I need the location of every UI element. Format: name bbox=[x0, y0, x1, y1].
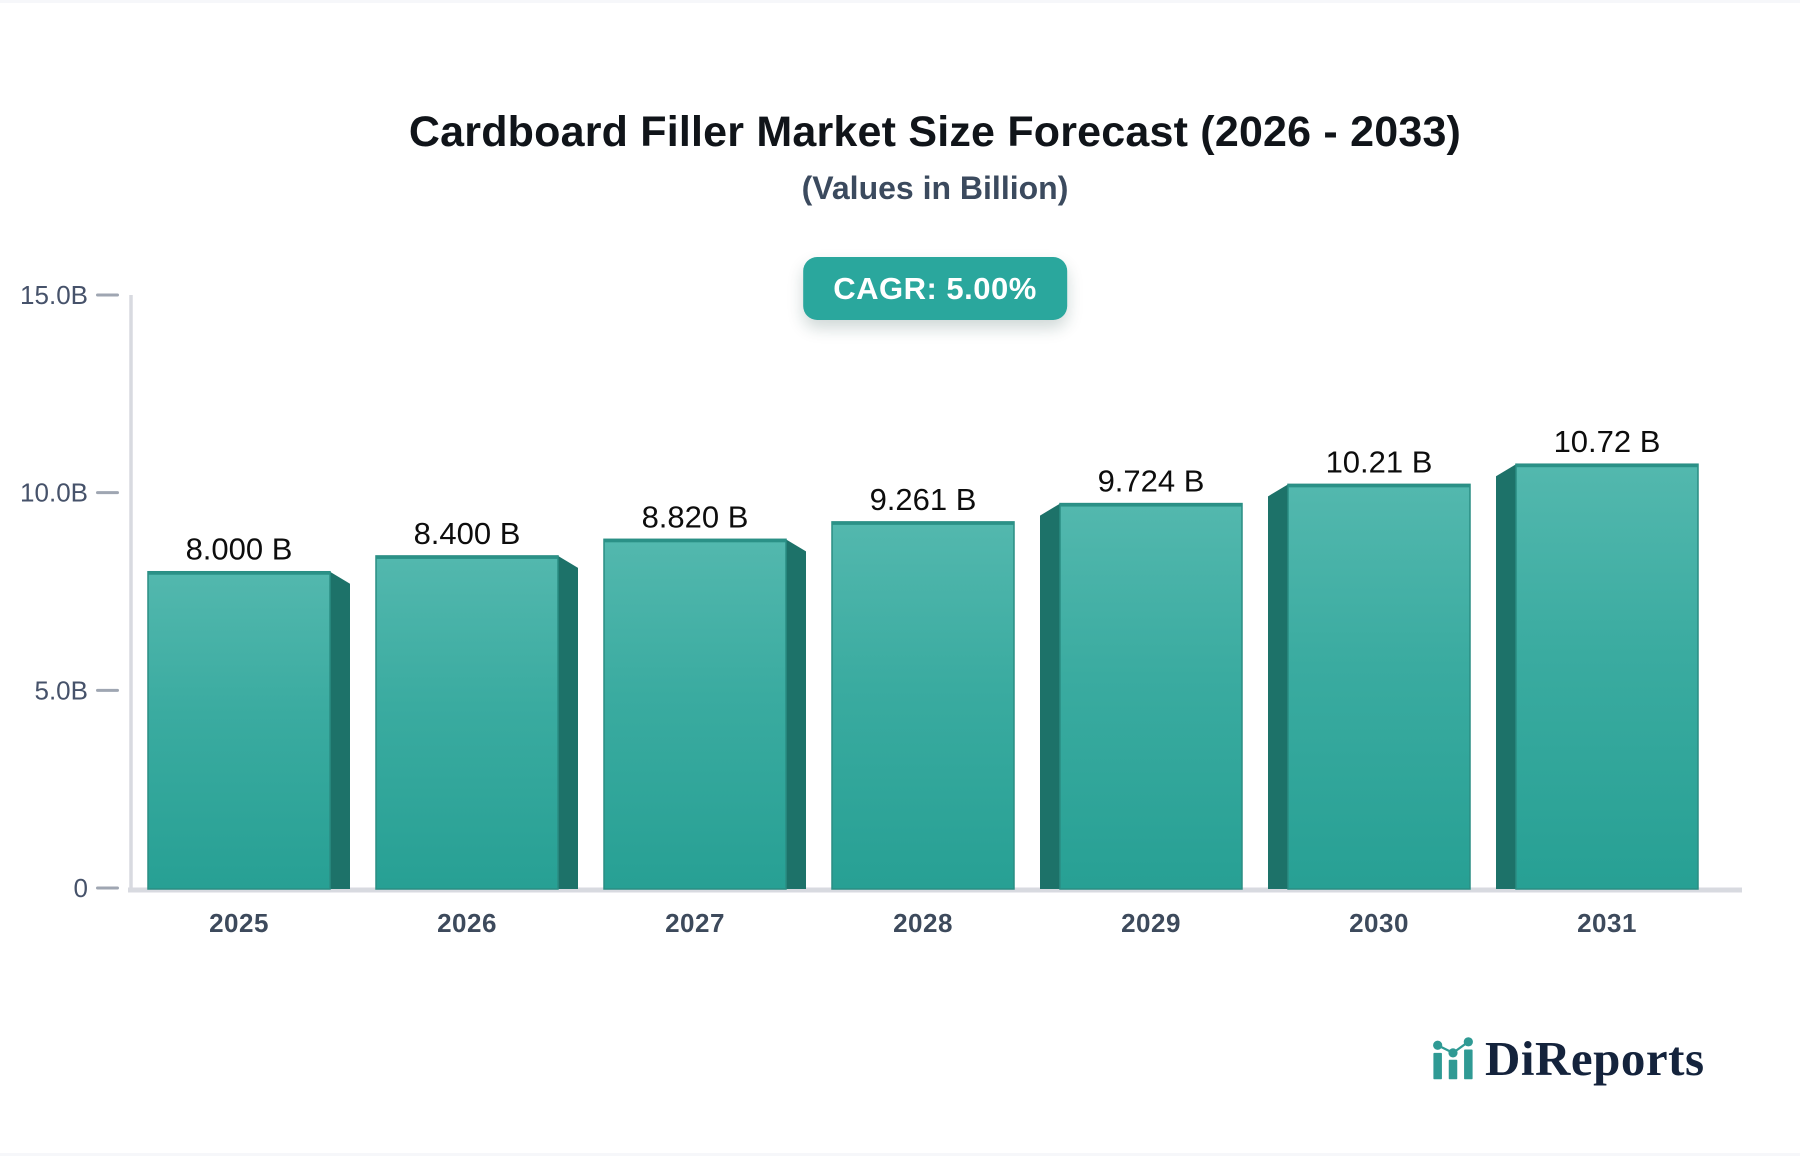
bar-side-face bbox=[330, 571, 350, 889]
bar-top-edge bbox=[604, 539, 786, 543]
direports-logo-text: DiReports bbox=[1485, 1030, 1705, 1086]
y-axis-line bbox=[129, 295, 133, 892]
bar-2030: 10.21 B 2030 bbox=[1268, 444, 1471, 938]
y-tick-mark bbox=[96, 293, 119, 297]
bar-value-label: 8.000 B bbox=[186, 532, 293, 567]
bar-face bbox=[1515, 463, 1699, 890]
y-tick-label-15.0B: 15.0B bbox=[20, 280, 88, 310]
bar-value-label: 9.724 B bbox=[1098, 464, 1205, 499]
bar-side-face bbox=[786, 539, 806, 889]
bars-layer: 8.000 B 2025 8.400 B 2026 8.820 B 2027 9.261 B… bbox=[147, 424, 1699, 938]
bar-2025: 8.000 B 2025 bbox=[147, 532, 350, 938]
bar-top-edge bbox=[1288, 484, 1470, 488]
bar-top-edge bbox=[148, 571, 330, 575]
bar-face bbox=[147, 570, 331, 890]
x-category-label: 2030 bbox=[1349, 908, 1409, 938]
bar-2029: 9.724 B 2029 bbox=[1040, 464, 1243, 938]
axis-layer: 0 5.0B 10.0B 15.0B bbox=[20, 280, 1742, 903]
direports-logo: DiReports bbox=[1430, 1030, 1705, 1086]
bar-value-label: 8.820 B bbox=[642, 499, 749, 534]
y-tick-label-10.0B: 10.0B bbox=[20, 478, 88, 508]
x-category-label: 2026 bbox=[437, 908, 497, 938]
x-axis-baseline bbox=[128, 887, 1742, 893]
bar-2031: 10.72 B 2031 bbox=[1496, 424, 1699, 938]
bar-face bbox=[603, 538, 787, 890]
bar-value-label: 8.400 B bbox=[414, 516, 521, 551]
bar-2026: 8.400 B 2026 bbox=[375, 516, 578, 938]
bar-side-face bbox=[1496, 464, 1516, 889]
y-tick-label-0: 0 bbox=[74, 873, 88, 903]
bar-2027: 8.820 B 2027 bbox=[603, 499, 806, 938]
x-category-label: 2031 bbox=[1577, 908, 1637, 938]
bar-side-face bbox=[1040, 503, 1060, 889]
bar-face bbox=[1287, 483, 1471, 890]
bar-side-face bbox=[1268, 484, 1288, 889]
bar-face bbox=[831, 521, 1015, 890]
bar-top-edge bbox=[376, 555, 558, 559]
bar-top-edge bbox=[1060, 503, 1242, 507]
x-category-label: 2027 bbox=[665, 908, 725, 938]
bar-top-edge bbox=[832, 521, 1014, 525]
bar-value-label: 10.72 B bbox=[1554, 424, 1661, 459]
y-tick-mark bbox=[96, 886, 119, 890]
bar-value-label: 9.261 B bbox=[870, 482, 977, 517]
y-tick-mark bbox=[96, 491, 119, 495]
bar-face bbox=[1059, 502, 1243, 890]
y-tick-mark bbox=[96, 688, 119, 692]
bar-value-label: 10.21 B bbox=[1326, 444, 1433, 479]
x-category-label: 2029 bbox=[1121, 908, 1181, 938]
bar-face bbox=[375, 555, 559, 890]
direports-logo-icon bbox=[1433, 1037, 1473, 1080]
y-tick-label-5.0B: 5.0B bbox=[35, 675, 89, 705]
bar-side-face bbox=[558, 555, 578, 889]
bar-top-edge bbox=[1516, 464, 1698, 468]
bar-2028: 9.261 B 2028 bbox=[831, 482, 1015, 938]
x-category-label: 2028 bbox=[893, 908, 953, 938]
x-category-label: 2025 bbox=[209, 908, 269, 938]
